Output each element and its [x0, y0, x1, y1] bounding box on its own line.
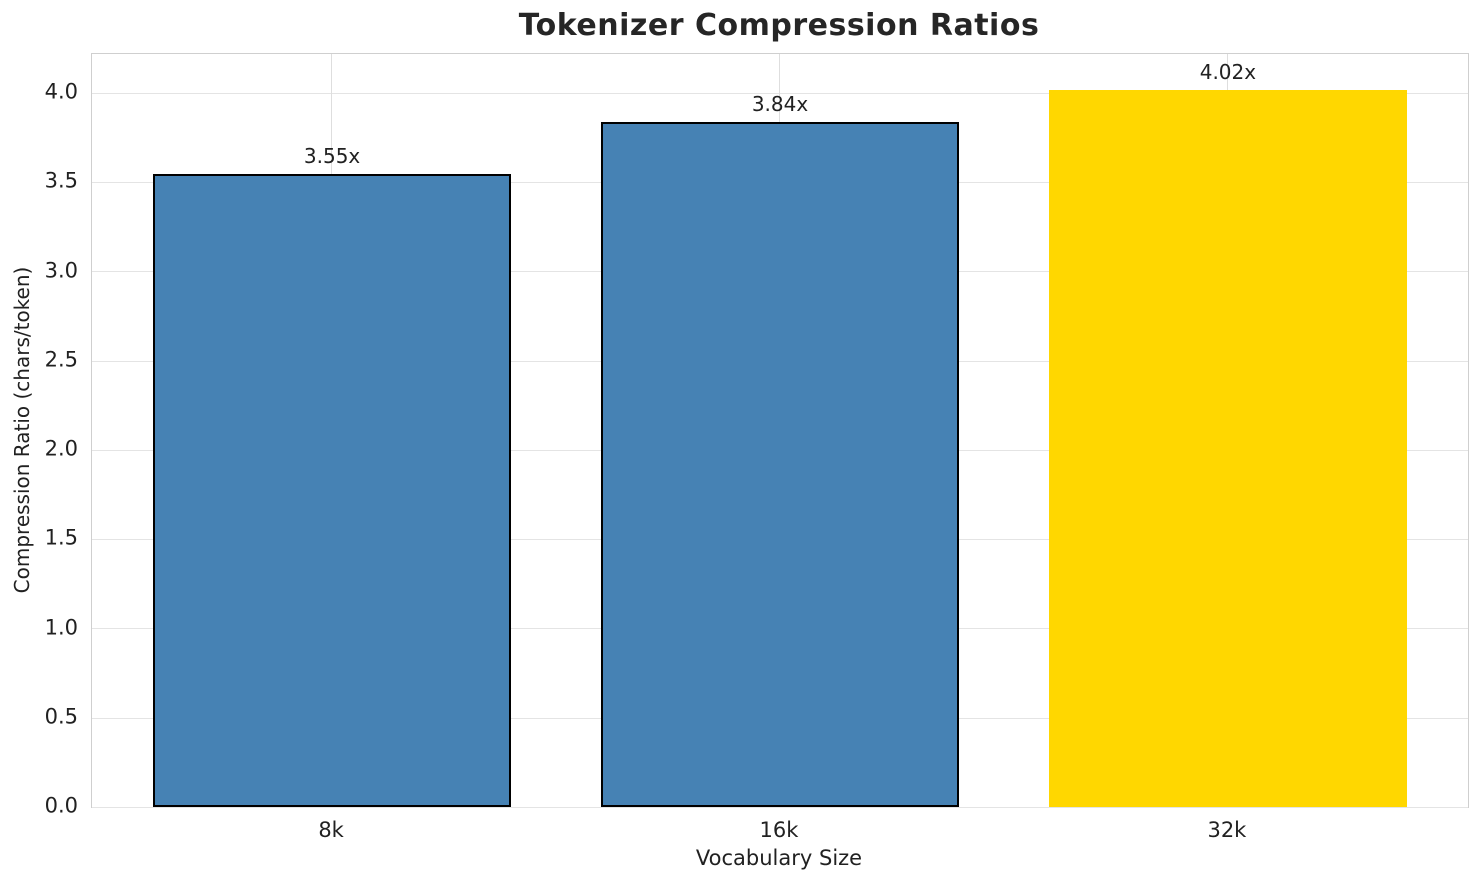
y-tick-label: 0.0 — [44, 793, 78, 818]
x-axis-label: Vocabulary Size — [695, 846, 863, 870]
y-tick-label: 4.0 — [44, 79, 78, 104]
bar-value-label: 4.02x — [1199, 59, 1257, 84]
plot-area: 3.55x 3.84x 4.02x — [91, 53, 1469, 808]
x-tick-label: 32k — [1207, 818, 1247, 842]
y-tick-label: 2.5 — [44, 347, 78, 372]
x-tick-label: 16k — [759, 818, 799, 842]
y-tick-label: 3.5 — [44, 168, 78, 193]
x-tick-label: 8k — [318, 818, 344, 842]
bar-value-label: 3.55x — [303, 143, 361, 168]
y-tick-label: 0.5 — [44, 704, 78, 729]
chart-title: Tokenizer Compression Ratios — [518, 8, 1040, 43]
gridline-horizontal — [92, 806, 1468, 808]
bar-8k — [152, 173, 512, 807]
y-tick-label: 2.0 — [44, 436, 78, 461]
bar-value-label: 3.84x — [751, 91, 809, 116]
y-tick-label: 3.0 — [44, 258, 78, 283]
bar-32k — [1048, 89, 1408, 807]
y-tick-label: 1.0 — [44, 615, 78, 640]
y-tick-label: 1.5 — [44, 525, 78, 550]
bar-16k — [600, 121, 960, 807]
